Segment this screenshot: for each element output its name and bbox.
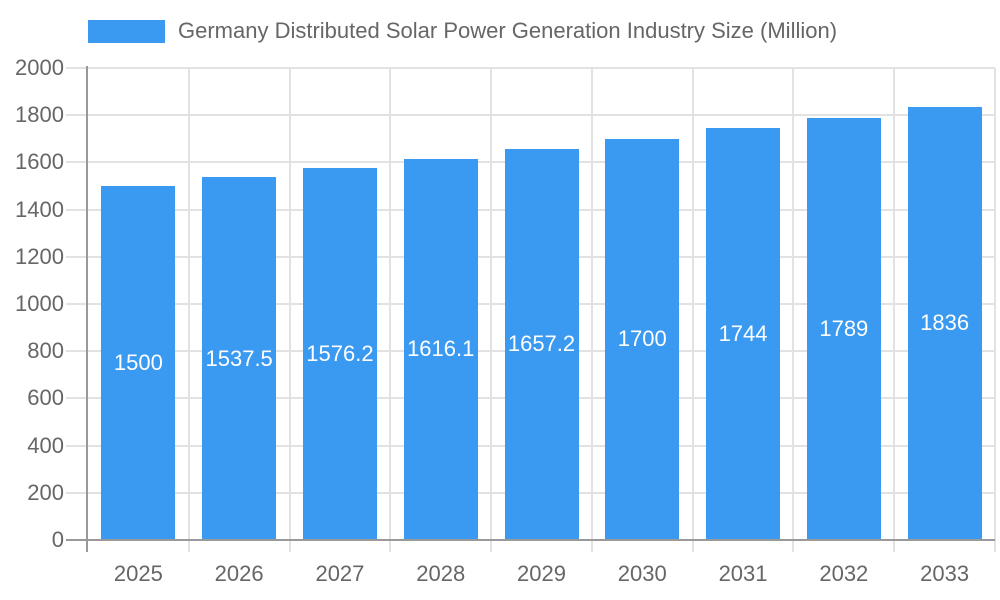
x-axis-tick-label: 2029 <box>517 561 566 586</box>
bar-2031[interactable] <box>706 128 781 540</box>
y-axis-tick-label: 0 <box>51 527 64 552</box>
x-axis-tick-label: 2025 <box>113 561 163 586</box>
bar-value-label: 1744 <box>718 321 768 347</box>
y-axis-tick-label: 800 <box>27 338 64 364</box>
bar-value-label: 1576.2 <box>306 341 374 366</box>
gridline-vertical <box>288 68 291 552</box>
bar-2029[interactable] <box>504 148 579 540</box>
bar-value-label: 1616.1 <box>407 336 475 362</box>
y-axis-tick-label: 1000 <box>15 291 64 316</box>
gridline-vertical <box>792 68 795 552</box>
bar-value-label: 1537.5 <box>205 345 273 371</box>
y-axis-tick-label: 400 <box>27 432 64 458</box>
bar-2032[interactable] <box>806 117 881 540</box>
bar-2026[interactable] <box>202 177 277 540</box>
legend-swatch <box>88 19 165 43</box>
gridline-vertical <box>994 68 996 552</box>
y-axis-tick-label: 2000 <box>15 55 64 80</box>
x-axis-tick-label: 2033 <box>920 561 970 586</box>
gridline-vertical <box>490 68 493 552</box>
bar-value-label: 1700 <box>617 326 667 352</box>
bar-2028[interactable] <box>403 158 478 540</box>
x-axis-tick-label: 2030 <box>617 561 667 586</box>
gridline-vertical <box>691 68 694 552</box>
bar-2030[interactable] <box>605 138 680 540</box>
y-axis-tick-label: 1800 <box>15 102 64 128</box>
y-axis-tick-label: 1600 <box>15 149 64 175</box>
legend-label: Germany Distributed Solar Power Generati… <box>178 18 838 43</box>
x-axis-tick-label: 2031 <box>718 561 768 586</box>
gridline-vertical <box>389 68 392 552</box>
bar-value-label: 1657.2 <box>507 331 576 357</box>
gridline-vertical <box>893 68 896 552</box>
y-axis-tick-label: 600 <box>27 385 64 411</box>
bar-2027[interactable] <box>302 168 377 540</box>
gridline-horizontal <box>66 67 995 69</box>
bar-2033[interactable] <box>907 106 982 540</box>
bar-value-label: 1789 <box>819 315 869 341</box>
gridline-vertical <box>187 68 190 552</box>
x-axis-line <box>66 539 995 541</box>
x-axis-tick-label: 2028 <box>416 561 466 586</box>
bar-2025[interactable] <box>101 186 176 540</box>
y-axis-tick-label: 200 <box>27 479 64 505</box>
x-axis-tick-label: 2027 <box>315 561 365 586</box>
legend[interactable]: Germany Distributed Solar Power Generati… <box>88 17 837 45</box>
y-axis-tick-label: 1200 <box>15 243 64 269</box>
y-axis-tick-label: 1400 <box>15 196 64 222</box>
x-axis-tick-label: 2026 <box>214 561 264 586</box>
y-axis-line <box>86 66 88 552</box>
x-axis-tick-label: 2032 <box>819 561 869 586</box>
gridline-horizontal <box>66 114 995 117</box>
gridline-vertical <box>590 68 593 552</box>
bar-value-label: 1836 <box>920 310 970 336</box>
bar-value-label: 1500 <box>113 350 163 375</box>
